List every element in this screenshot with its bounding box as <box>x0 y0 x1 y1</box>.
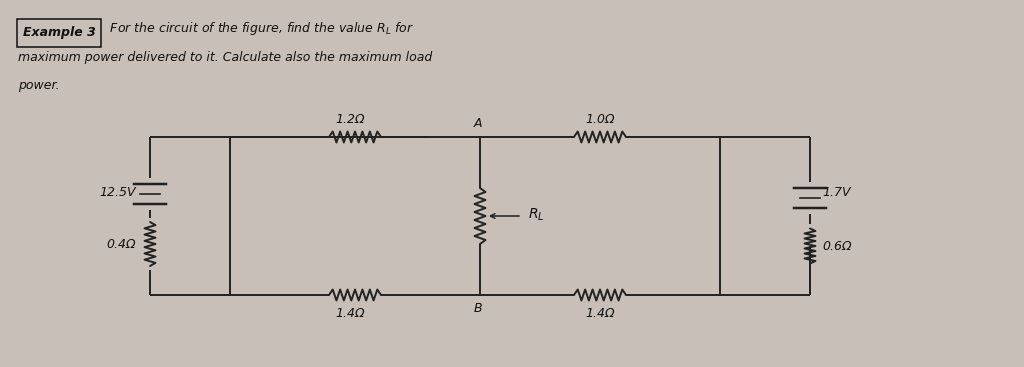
Text: 1.2Ω: 1.2Ω <box>335 113 365 126</box>
Text: Example 3: Example 3 <box>23 26 95 40</box>
Text: 1.4Ω: 1.4Ω <box>586 307 614 320</box>
Text: B: B <box>474 302 482 315</box>
Text: 1.4Ω: 1.4Ω <box>335 307 365 320</box>
Text: 0.6Ω: 0.6Ω <box>822 240 852 252</box>
Text: power.: power. <box>18 79 59 91</box>
Text: 0.4Ω: 0.4Ω <box>106 237 136 251</box>
Text: 1.0Ω: 1.0Ω <box>586 113 614 126</box>
Text: $R_L$: $R_L$ <box>528 207 545 223</box>
Text: A: A <box>474 117 482 130</box>
Text: For the circuit of the figure, find the value $R_L$ for: For the circuit of the figure, find the … <box>106 21 414 37</box>
Text: maximum power delivered to it. Calculate also the maximum load: maximum power delivered to it. Calculate… <box>18 51 432 63</box>
Text: 12.5V: 12.5V <box>99 185 136 199</box>
Text: 1.7V: 1.7V <box>822 186 851 200</box>
